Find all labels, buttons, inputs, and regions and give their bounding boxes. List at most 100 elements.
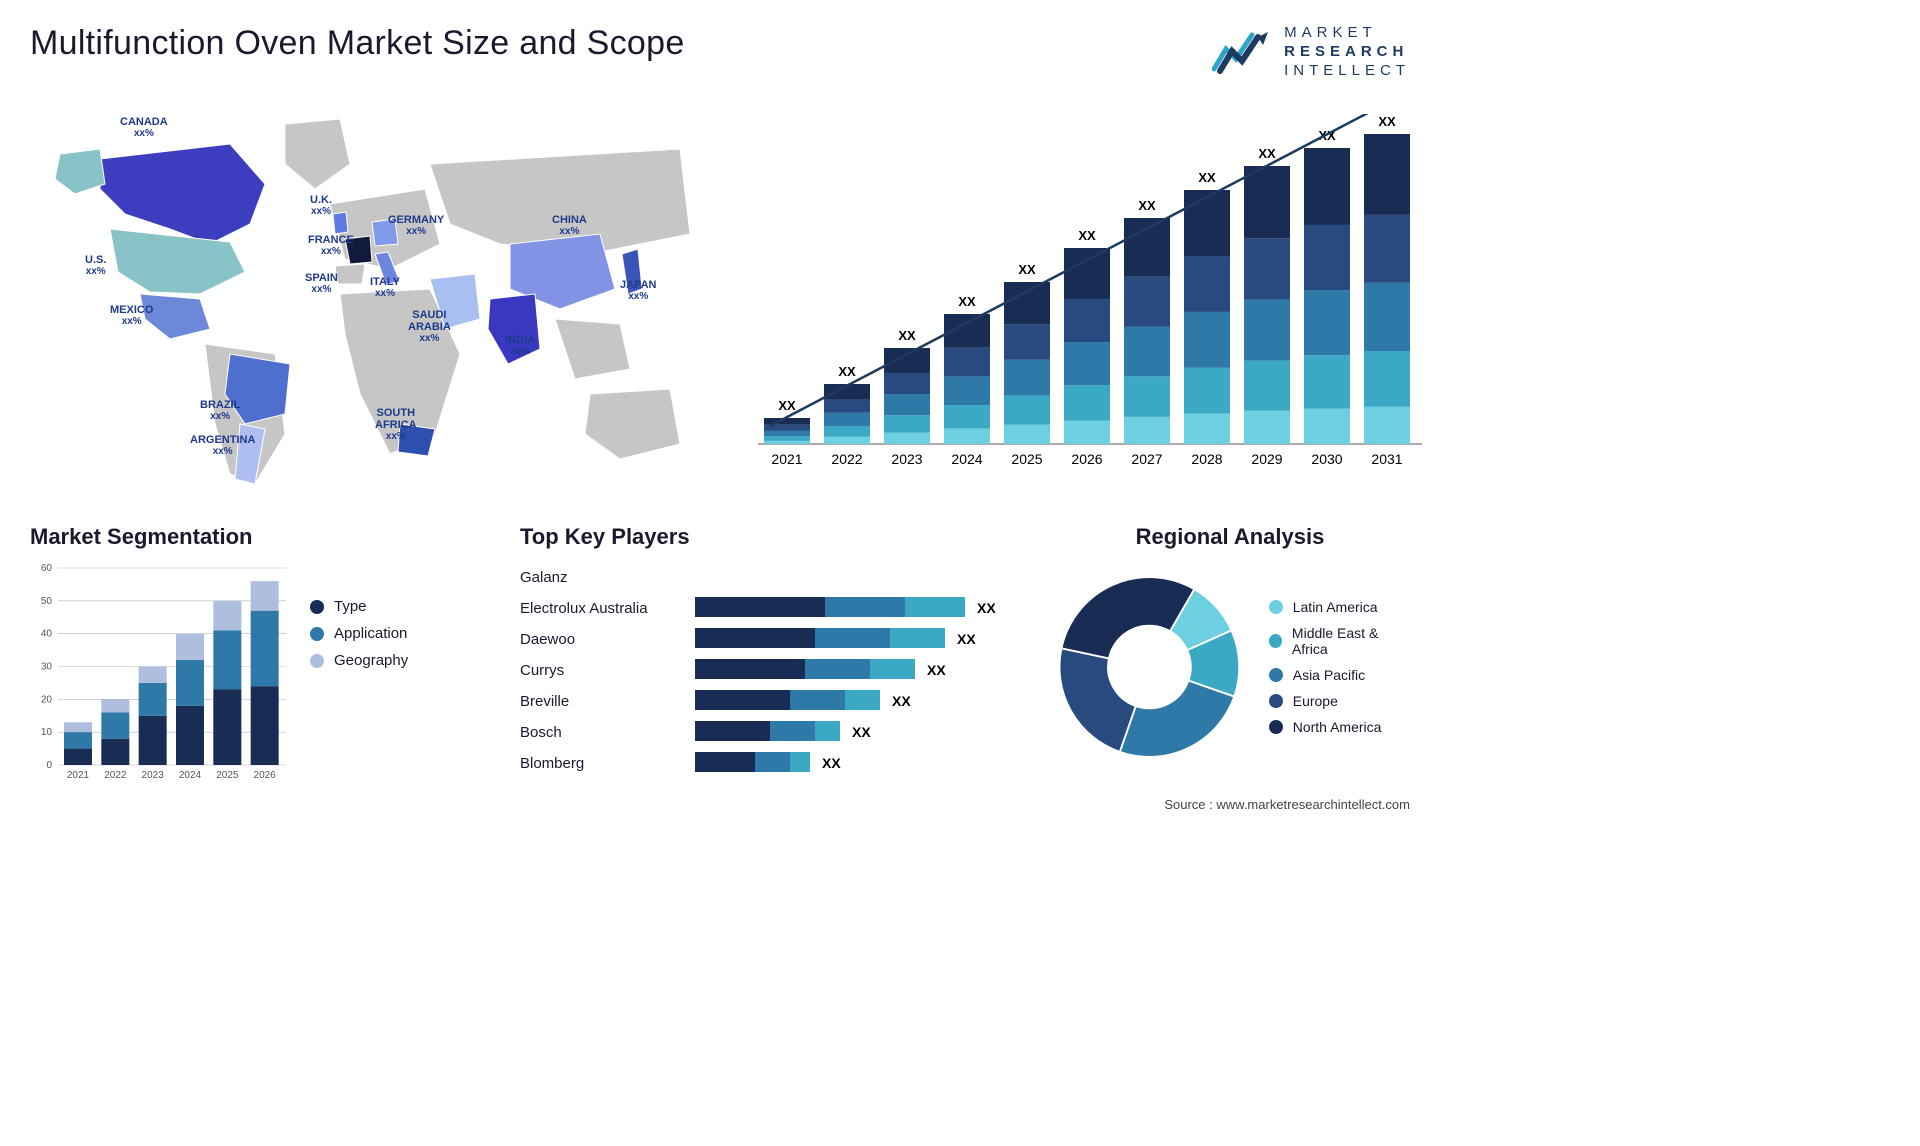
growth-bar-seg [1184,256,1230,312]
growth-bar-seg [1364,215,1410,283]
growth-bar-seg [1064,299,1110,342]
growth-bar-seg [1364,283,1410,351]
player-bar-seg [790,752,810,772]
country-uk [333,212,348,234]
key-players-names: GalanzElectrolux AustraliaDaewooCurrysBr… [520,562,675,779]
seg-bar-seg [176,706,204,765]
growth-year-label: 2026 [1071,451,1102,467]
player-bar-seg [805,659,870,679]
growth-bar-seg [1004,324,1050,360]
growth-bar-seg [1244,166,1290,238]
growth-bar-seg [884,348,930,373]
growth-bar-seg [824,437,870,444]
growth-bar-seg [764,418,810,425]
growth-bar-seg [1124,218,1170,277]
segmentation-title: Market Segmentation [30,524,490,550]
growth-bar-seg [884,415,930,432]
growth-chart: XX2021XX2022XX2023XX2024XX2025XX2026XX20… [750,94,1410,474]
growth-year-label: 2027 [1131,451,1162,467]
growth-bar-label: XX [1198,170,1216,185]
growth-chart-svg: XX2021XX2022XX2023XX2024XX2025XX2026XX20… [750,114,1430,474]
map-label: ARGENTINAxx% [190,434,255,457]
growth-bar-seg [1244,411,1290,444]
donut-slice [1059,649,1135,753]
seg-ytick: 60 [41,563,53,574]
key-players-panel: Top Key Players GalanzElectrolux Austral… [520,524,1020,782]
player-bar-seg [695,690,790,710]
growth-bar-label: XX [778,398,796,413]
seg-ytick: 40 [41,629,53,640]
seg-bar-seg [101,739,129,765]
growth-bar-seg [944,348,990,377]
growth-bar-seg [1184,414,1230,444]
seg-ytick: 30 [41,662,53,673]
growth-bar-label: XX [1078,228,1096,243]
player-bar-seg [695,628,815,648]
growth-year-label: 2030 [1311,451,1342,467]
growth-bar-seg [884,433,930,445]
growth-bar-seg [1244,239,1290,300]
seg-xtick: 2022 [104,770,127,781]
growth-bar-seg [1004,425,1050,444]
seg-ytick: 20 [41,695,53,706]
growth-bar-seg [764,441,810,444]
segmentation-chart: 0102030405060202120222023202420252026 [30,562,290,787]
growth-bar-seg [764,436,810,441]
regional-donut [1050,562,1249,772]
seg-xtick: 2023 [142,770,165,781]
logo-line2: RESEARCH [1284,43,1410,62]
player-name: Currys [520,655,675,686]
regional-legend-item: Latin America [1269,599,1410,615]
country-spain [335,264,365,284]
player-bar-seg [695,597,825,617]
player-bar-seg [905,597,965,617]
growth-bar-seg [1064,248,1110,299]
player-bar-label: XX [927,662,946,678]
segmentation-legend: TypeApplicationGeography [310,562,408,787]
growth-bar-seg [824,400,870,413]
growth-bar-seg [1124,277,1170,327]
seg-bar-seg [176,660,204,706]
country-usa [110,229,245,294]
player-bar-label: XX [822,755,841,771]
seg-bar-seg [64,749,92,765]
country-australia [585,389,680,459]
player-bar-seg [695,752,755,772]
growth-bar-seg [1364,134,1410,215]
map-label: FRANCExx% [308,234,354,257]
map-label: ITALYxx% [370,276,400,299]
map-label: U.K.xx% [310,194,332,217]
regional-legend-item: North America [1269,719,1410,735]
player-bar-seg [825,597,905,617]
growth-bar-seg [944,429,990,445]
country-seasia [555,319,630,379]
growth-bar-seg [944,405,990,428]
growth-bar-seg [884,394,930,415]
map-label: CANADAxx% [120,116,168,139]
growth-bar-seg [884,373,930,394]
logo-line1: MARKET [1284,24,1410,43]
growth-bar-label: XX [958,294,976,309]
growth-bar-label: XX [1138,198,1156,213]
regional-legend-item: Europe [1269,693,1410,709]
player-name: Breville [520,686,675,717]
page-title: Multifunction Oven Market Size and Scope [30,24,685,63]
player-bar-seg [695,659,805,679]
player-name: Bosch [520,717,675,748]
map-label: MEXICOxx% [110,304,153,327]
seg-bar-seg [251,581,279,611]
seg-legend-item: Geography [310,652,408,669]
growth-bar-seg [824,426,870,437]
player-bar-label: XX [977,600,996,616]
seg-bar-seg [139,667,167,683]
growth-bar-seg [1304,355,1350,408]
growth-bar-seg [1304,225,1350,290]
growth-bar-seg [1124,417,1170,444]
growth-bar-label: XX [1378,114,1396,129]
growth-year-label: 2031 [1371,451,1402,467]
player-bar-seg [890,628,945,648]
country-alaska [55,149,105,194]
map-label: U.S.xx% [85,254,106,277]
growth-bar-seg [944,377,990,406]
growth-bar-seg [1124,327,1170,377]
